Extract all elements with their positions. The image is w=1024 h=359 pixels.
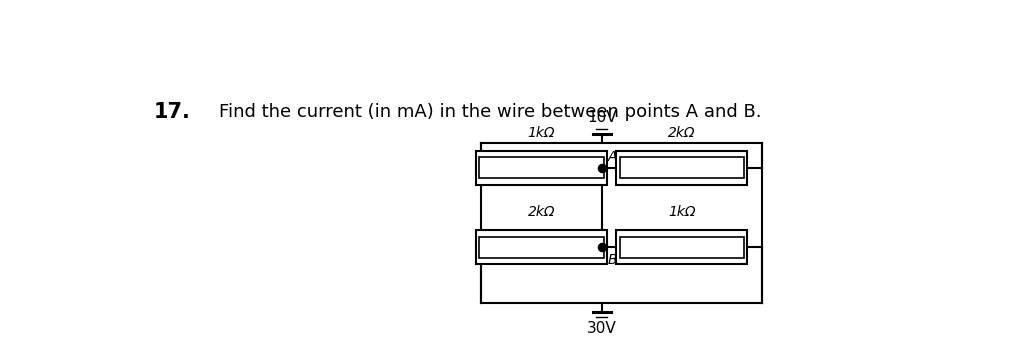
Bar [620,157,744,178]
Text: 1kΩ: 1kΩ [527,126,555,140]
Text: 1kΩ: 1kΩ [668,205,695,219]
Text: 2kΩ: 2kΩ [527,205,555,219]
Bar [616,230,748,264]
Text: B: B [608,253,617,267]
Bar [620,237,744,258]
Bar [479,237,604,258]
Bar [479,157,604,178]
Text: 10V: 10V [587,110,616,125]
Point [594,165,610,171]
Text: A: A [608,150,617,164]
Text: 17.: 17. [154,102,190,122]
Text: Find the current (in mA) in the wire between points A and B.: Find the current (in mA) in the wire bet… [219,103,762,121]
Bar [476,230,607,264]
Bar [476,151,607,185]
Text: 30V: 30V [587,321,616,336]
Bar [616,151,748,185]
Text: 2kΩ: 2kΩ [668,126,695,140]
Point [594,244,610,250]
